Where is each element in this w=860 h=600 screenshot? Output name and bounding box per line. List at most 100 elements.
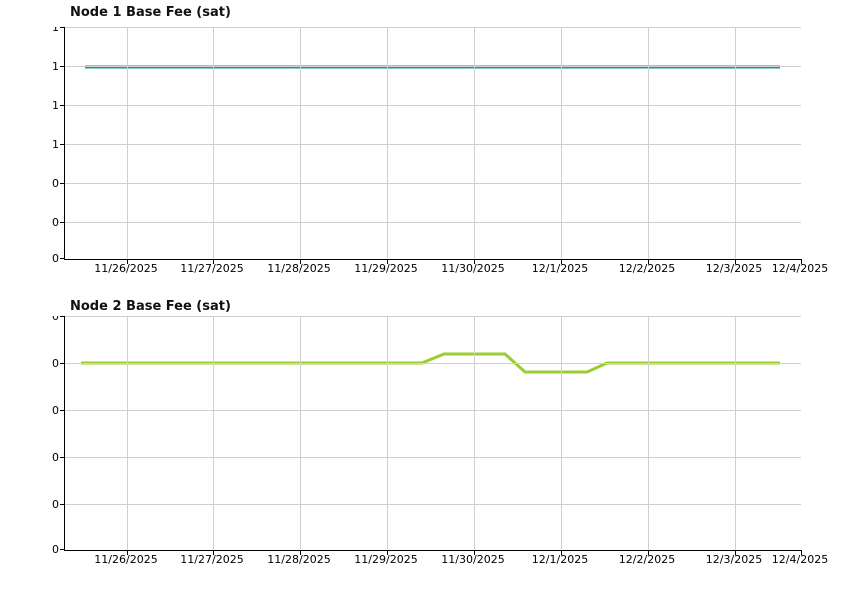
y-axis-tick-label: 0 <box>52 216 59 229</box>
y-tick-mark <box>60 363 65 364</box>
x-axis-labels-node-1: 11/26/2025 11/27/2025 11/28/2025 11/29/2025… <box>64 262 828 279</box>
x-axis-tick-label: 11/30/2025 <box>441 553 505 566</box>
gridline-vertical <box>648 316 649 550</box>
plot-area-node-1 <box>60 27 802 264</box>
x-tick-mark <box>801 550 802 555</box>
x-axis-tick-label: 11/27/2025 <box>180 262 244 275</box>
gridline-vertical <box>735 27 736 259</box>
x-axis-tick-label: 12/1/2025 <box>531 553 589 566</box>
y-tick-mark <box>60 183 65 184</box>
gridline-horizontal <box>65 183 801 184</box>
gridline-horizontal <box>65 457 801 458</box>
gridline-vertical <box>387 316 388 550</box>
y-tick-mark <box>60 549 65 550</box>
y-tick-mark <box>60 27 65 28</box>
x-tick-mark <box>127 259 128 264</box>
x-tick-mark <box>735 550 736 555</box>
x-axis-tick-label: 12/4/2025 <box>771 553 829 566</box>
x-tick-mark <box>213 550 214 555</box>
x-axis-tick-label: 11/29/2025 <box>354 553 418 566</box>
x-tick-mark <box>648 550 649 555</box>
x-axis-tick-label: 12/2/2025 <box>618 553 676 566</box>
x-axis-tick-label: 12/3/2025 <box>705 553 763 566</box>
y-tick-mark <box>60 258 65 259</box>
gridline-vertical <box>735 316 736 550</box>
x-tick-mark <box>801 259 802 264</box>
y-axis-tick-label: 0 <box>52 252 59 265</box>
x-tick-mark <box>561 259 562 264</box>
y-tick-mark <box>60 105 65 106</box>
y-axis-tick-label: 1 <box>52 27 59 34</box>
x-tick-mark <box>300 259 301 264</box>
y-tick-mark <box>60 144 65 145</box>
gridline-vertical <box>561 27 562 259</box>
x-axis-tick-label: 12/2/2025 <box>618 262 676 275</box>
y-axis-tick-label: 0 <box>52 177 59 190</box>
gridline-horizontal <box>65 316 801 317</box>
y-axis-tick-label: 1 <box>52 60 59 73</box>
y-axis-tick-label: 0 <box>52 543 59 556</box>
gridline-horizontal <box>65 363 801 364</box>
gridline-horizontal <box>65 66 801 67</box>
x-axis-tick-label: 11/26/2025 <box>94 553 158 566</box>
gridline-vertical <box>300 316 301 550</box>
x-tick-mark <box>387 259 388 264</box>
gridline-horizontal <box>65 504 801 505</box>
x-tick-mark <box>735 259 736 264</box>
gridline-horizontal <box>65 222 801 223</box>
gridline-vertical <box>474 27 475 259</box>
x-axis-tick-label: 11/29/2025 <box>354 262 418 275</box>
x-axis-tick-label: 11/28/2025 <box>267 262 331 275</box>
x-axis-tick-label: 11/28/2025 <box>267 553 331 566</box>
y-axis-labels-node-1: 1 1 1 1 0 0 0 <box>40 27 59 267</box>
y-tick-mark <box>60 457 65 458</box>
x-tick-mark <box>300 550 301 555</box>
plot-area-node-2 <box>60 316 802 555</box>
gridline-vertical <box>213 27 214 259</box>
y-axis-labels-node-2: 0 0 0 0 0 0 <box>40 316 59 558</box>
y-axis-tick-label: 0 <box>52 357 59 370</box>
y-axis-tick-label: 0 <box>52 498 59 511</box>
chart-panel-node-1: Node 1 Base Fee (sat) 1 1 1 1 0 0 0 11/26/2025… <box>0 0 860 292</box>
x-tick-mark <box>561 550 562 555</box>
x-axis-labels-node-2: 11/26/2025 11/27/2025 11/28/2025 11/29/2025… <box>64 553 828 570</box>
y-tick-mark <box>60 316 65 317</box>
chart-title-node-1: Node 1 Base Fee (sat) <box>70 5 231 20</box>
series-line-node-1 <box>85 65 780 69</box>
gridline-vertical <box>387 27 388 259</box>
x-tick-mark <box>648 259 649 264</box>
chart-title-node-2: Node 2 Base Fee (sat) <box>70 299 231 314</box>
x-tick-mark <box>387 550 388 555</box>
x-tick-mark <box>474 550 475 555</box>
x-axis-tick-label: 12/1/2025 <box>531 262 589 275</box>
series-line-node-2 <box>81 352 780 374</box>
x-axis-tick-label: 11/30/2025 <box>441 262 505 275</box>
y-axis-tick-label: 1 <box>52 99 59 112</box>
gridline-vertical <box>213 316 214 550</box>
gridline-vertical <box>127 27 128 259</box>
gridline-horizontal <box>65 27 801 28</box>
x-tick-mark <box>213 259 214 264</box>
gridline-horizontal <box>65 105 801 106</box>
x-axis-tick-label: 12/4/2025 <box>771 262 829 275</box>
gridline-horizontal <box>65 410 801 411</box>
y-tick-mark <box>60 410 65 411</box>
gridline-vertical <box>474 316 475 550</box>
y-tick-mark <box>60 222 65 223</box>
gridline-vertical <box>561 316 562 550</box>
gridline-vertical <box>127 316 128 550</box>
x-tick-mark <box>474 259 475 264</box>
y-tick-mark <box>60 504 65 505</box>
y-axis-tick-label: 0 <box>52 316 59 323</box>
y-axis-tick-label: 0 <box>52 404 59 417</box>
x-axis-tick-label: 12/3/2025 <box>705 262 763 275</box>
x-tick-mark <box>127 550 128 555</box>
y-tick-mark <box>60 66 65 67</box>
gridline-vertical <box>300 27 301 259</box>
y-axis-tick-label: 1 <box>52 138 59 151</box>
gridline-horizontal <box>65 144 801 145</box>
gridline-vertical <box>648 27 649 259</box>
x-axis-tick-label: 11/27/2025 <box>180 553 244 566</box>
x-axis-tick-label: 11/26/2025 <box>94 262 158 275</box>
